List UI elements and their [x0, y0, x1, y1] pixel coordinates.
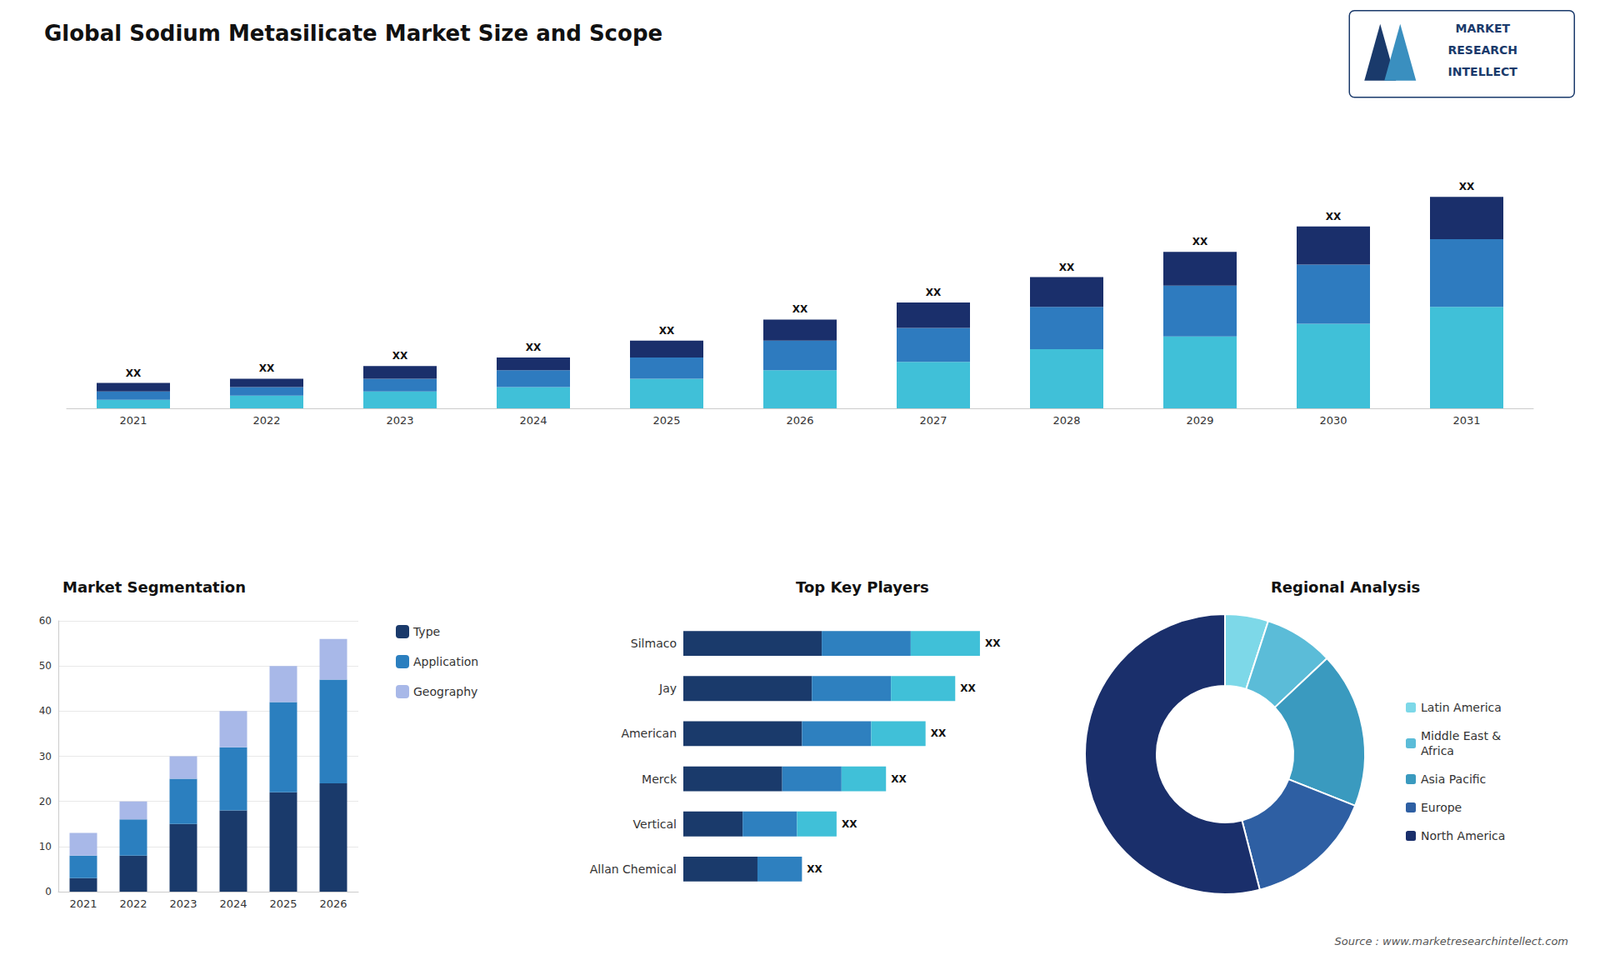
svg-text:XX: XX [930, 727, 947, 740]
svg-text:2026: 2026 [785, 414, 814, 427]
svg-text:2024: 2024 [519, 414, 547, 427]
svg-text:Application: Application [413, 655, 479, 669]
svg-text:2029: 2029 [1185, 414, 1214, 427]
svg-text:Global Sodium Metasilicate Mar: Global Sodium Metasilicate Market Size a… [44, 20, 663, 46]
svg-text:Merck: Merck [641, 772, 678, 786]
svg-text:XX: XX [1192, 235, 1209, 248]
svg-text:2027: 2027 [919, 414, 947, 427]
svg-text:XX: XX [792, 303, 809, 315]
svg-text:XX: XX [125, 367, 142, 380]
svg-text:30: 30 [39, 750, 52, 763]
svg-text:Europe: Europe [1420, 800, 1462, 815]
svg-text:XX: XX [1325, 210, 1342, 223]
svg-text:2024: 2024 [219, 897, 247, 910]
svg-text:2021: 2021 [69, 897, 97, 910]
svg-text:Type: Type [412, 625, 440, 639]
svg-text:2031: 2031 [1452, 414, 1480, 427]
svg-text:XX: XX [985, 637, 1001, 650]
svg-text:60: 60 [39, 615, 52, 627]
svg-text:XX: XX [960, 682, 976, 695]
svg-text:50: 50 [39, 660, 52, 672]
svg-text:Vertical: Vertical [633, 817, 677, 831]
svg-text:Latin America: Latin America [1420, 700, 1502, 715]
svg-text:2030: 2030 [1319, 414, 1347, 427]
svg-text:Silmaco: Silmaco [630, 636, 677, 650]
svg-text:2022: 2022 [252, 414, 280, 427]
svg-text:XX: XX [525, 341, 542, 354]
svg-text:Allan Chemical: Allan Chemical [590, 862, 677, 876]
svg-text:2025: 2025 [269, 897, 297, 910]
svg-text:Geography: Geography [413, 685, 478, 699]
svg-text:American: American [620, 726, 677, 740]
svg-text:2022: 2022 [119, 897, 147, 910]
svg-text:XX: XX [1059, 261, 1075, 274]
svg-text:2021: 2021 [119, 414, 147, 427]
svg-text:Middle East &: Middle East & [1420, 729, 1501, 743]
svg-text:Africa: Africa [1420, 744, 1455, 758]
svg-text:10: 10 [39, 840, 52, 853]
svg-text:XX: XX [841, 818, 858, 830]
svg-text:Market Segmentation: Market Segmentation [62, 578, 246, 596]
svg-text:Top Key Players: Top Key Players [795, 578, 930, 596]
svg-text:RESEARCH: RESEARCH [1447, 43, 1518, 57]
svg-text:0: 0 [45, 885, 52, 898]
svg-text:2026: 2026 [319, 897, 347, 910]
svg-text:40: 40 [39, 705, 52, 717]
svg-text:Regional Analysis: Regional Analysis [1270, 578, 1420, 596]
svg-text:MARKET: MARKET [1455, 21, 1510, 35]
svg-text:2023: 2023 [385, 414, 414, 427]
svg-text:XX: XX [806, 863, 823, 875]
svg-text:Asia Pacific: Asia Pacific [1420, 772, 1486, 786]
svg-text:XX: XX [890, 773, 907, 785]
svg-text:2023: 2023 [169, 897, 197, 910]
svg-text:XX: XX [925, 286, 942, 299]
svg-text:Jay: Jay [658, 681, 677, 695]
svg-text:20: 20 [39, 795, 52, 808]
svg-text:North America: North America [1420, 829, 1505, 843]
svg-text:2025: 2025 [652, 414, 680, 427]
svg-text:2028: 2028 [1052, 414, 1080, 427]
svg-text:XX: XX [1459, 180, 1475, 193]
svg-text:XX: XX [392, 350, 409, 362]
svg-text:XX: XX [259, 362, 275, 375]
svg-text:XX: XX [659, 325, 675, 337]
svg-text:Source : www.marketresearchint: Source : www.marketresearchintellect.com [1335, 935, 1570, 948]
svg-text:INTELLECT: INTELLECT [1448, 65, 1519, 79]
